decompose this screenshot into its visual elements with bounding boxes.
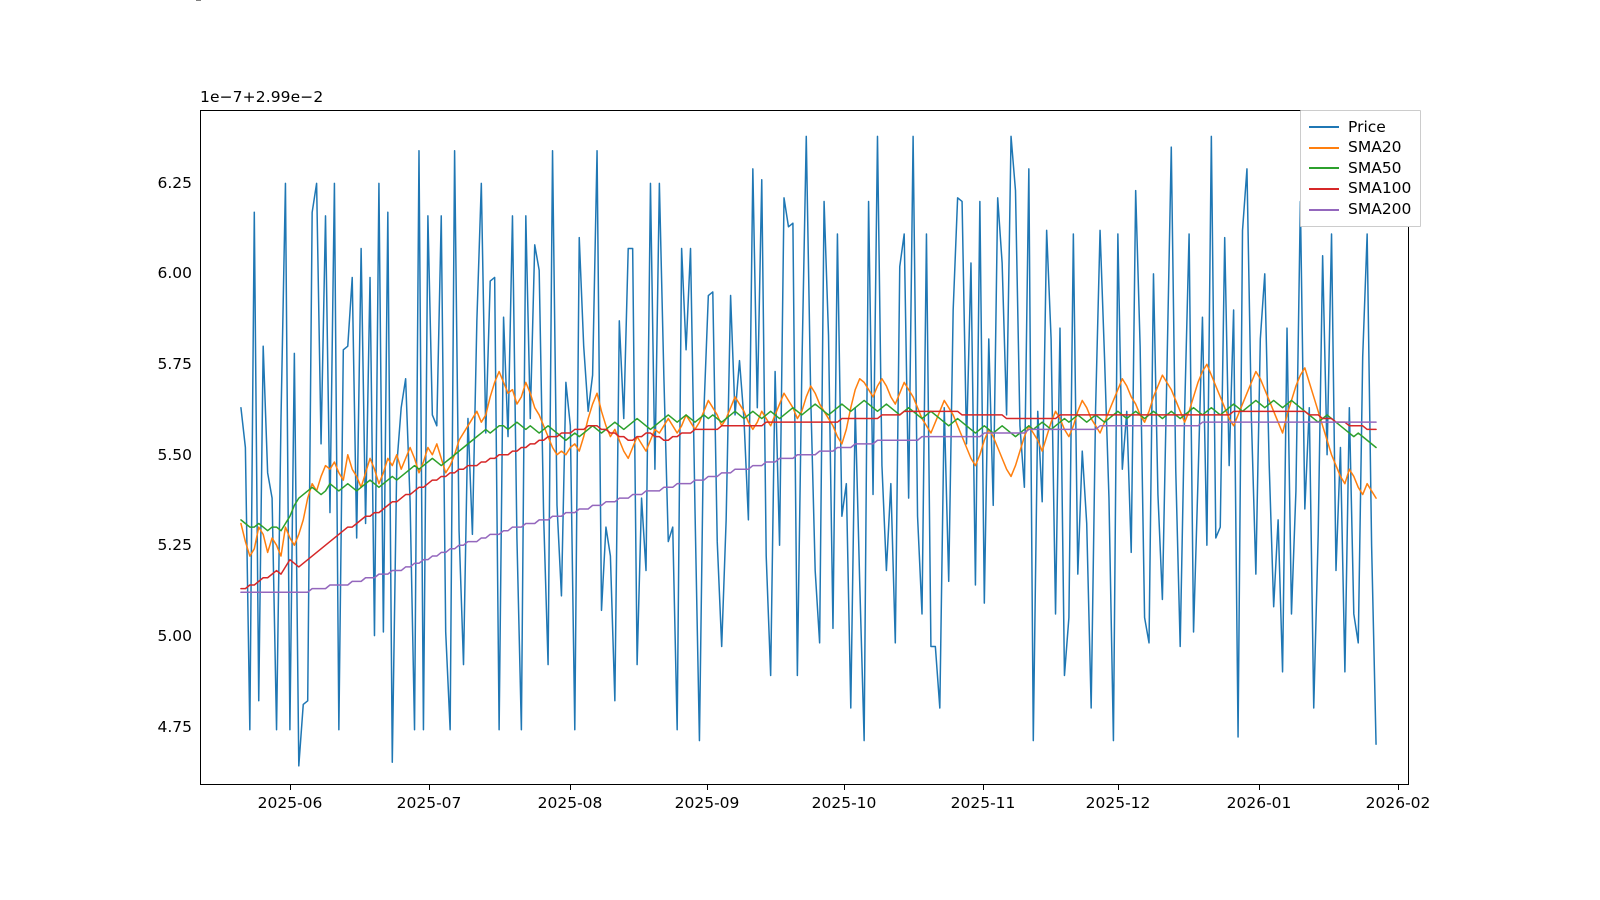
- chart-legend[interactable]: Price SMA20 SMA50 SMA100 SMA200: [1300, 110, 1422, 227]
- x-tick-mark: [1259, 785, 1261, 790]
- series-line-price: [241, 136, 1376, 766]
- legend-label: SMA100: [1348, 179, 1412, 198]
- x-tick-label: 2025-09: [674, 794, 740, 812]
- x-tick-mark: [983, 785, 985, 790]
- series-line-sma20: [241, 364, 1376, 556]
- x-tick-mark: [570, 785, 572, 790]
- x-tick-mark: [429, 785, 431, 790]
- legend-item-sma20[interactable]: SMA20: [1309, 138, 1411, 159]
- y-tick-label: 5.25: [157, 536, 192, 555]
- x-tick-mark: [1398, 785, 1400, 790]
- y-tick-label: 6.00: [157, 264, 192, 283]
- y-tick-label: 4.75: [157, 717, 192, 736]
- y-tick-label: 5.50: [157, 445, 192, 464]
- x-tick-label: 2026-02: [1365, 794, 1431, 812]
- x-tick-mark: [1118, 785, 1120, 790]
- legend-label: Price: [1348, 117, 1386, 136]
- legend-swatch-price: [1309, 126, 1339, 129]
- y-tick-label: 5.00: [157, 627, 192, 646]
- series-line-sma100: [241, 411, 1376, 588]
- x-tick-label: 2026-01: [1226, 794, 1292, 812]
- x-tick-mark: [707, 785, 709, 790]
- x-tick-label: 2025-07: [396, 794, 462, 812]
- series-line-sma50: [241, 400, 1376, 530]
- legend-label: SMA50: [1348, 158, 1402, 177]
- legend-label: SMA200: [1348, 199, 1412, 218]
- y-axis-offset-text: 1e−7+2.99e−2: [200, 88, 324, 106]
- x-tick-label: 2025-10: [811, 794, 877, 812]
- legend-swatch-sma100: [1309, 188, 1339, 191]
- legend-swatch-sma20: [1309, 146, 1339, 149]
- x-tick-label: 2025-11: [950, 794, 1016, 812]
- x-tick-label: 2025-08: [537, 794, 603, 812]
- legend-label: SMA20: [1348, 138, 1402, 157]
- x-tick-mark: [290, 785, 292, 790]
- plot-axes-area: [200, 110, 1409, 785]
- legend-swatch-sma200: [1309, 208, 1339, 211]
- legend-item-sma100[interactable]: SMA100: [1309, 179, 1411, 200]
- legend-item-price[interactable]: Price: [1309, 117, 1411, 138]
- y-tick-label: 5.75: [157, 355, 192, 374]
- series-line-sma200: [241, 422, 1376, 592]
- plot-lines-svg: [201, 111, 1408, 784]
- legend-swatch-sma50: [1309, 167, 1339, 170]
- legend-item-sma50[interactable]: SMA50: [1309, 158, 1411, 179]
- y-tick-label: 6.25: [157, 173, 192, 192]
- x-tick-label: 2025-06: [257, 794, 323, 812]
- x-tick-mark: [844, 785, 846, 790]
- legend-item-sma200[interactable]: SMA200: [1309, 199, 1411, 220]
- x-tick-label: 2025-12: [1085, 794, 1151, 812]
- y-tick-mark: [196, 0, 201, 1]
